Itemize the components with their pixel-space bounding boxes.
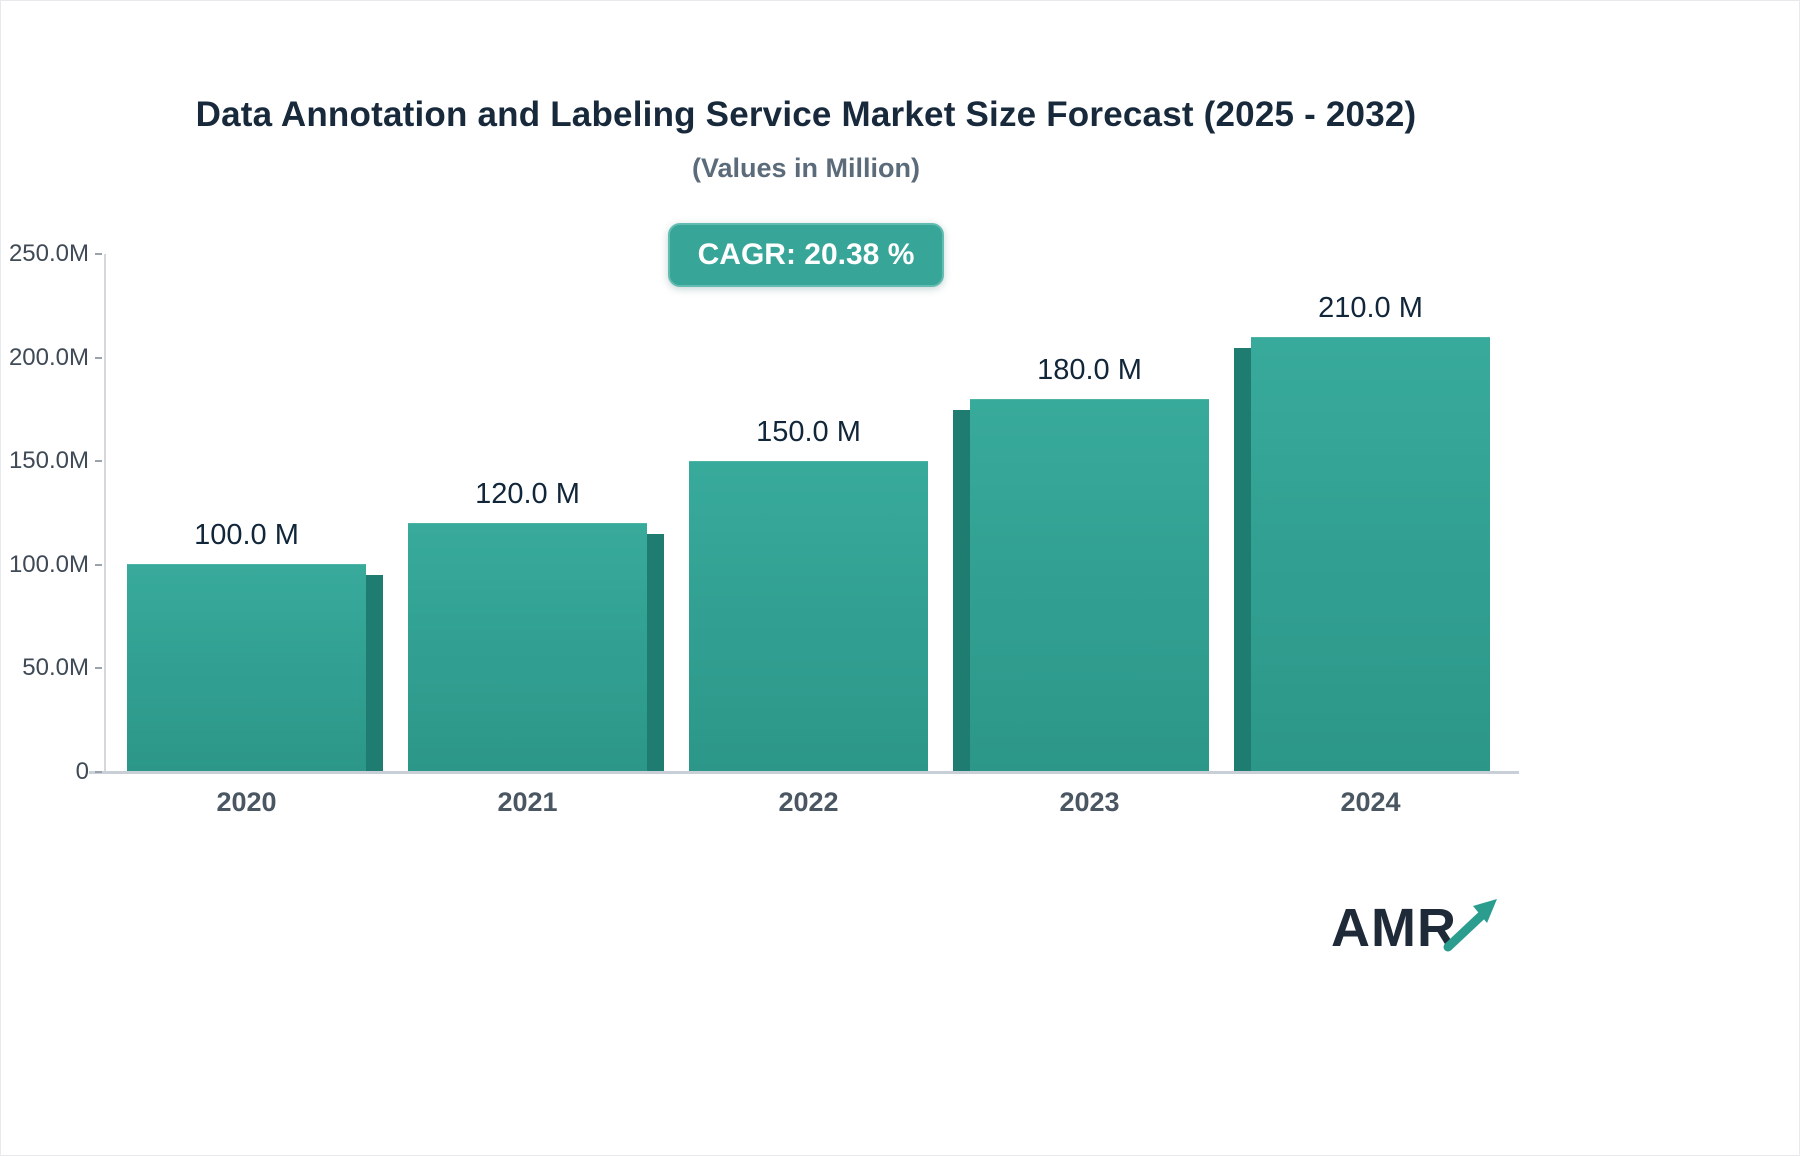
bar-side-shadow xyxy=(953,409,971,771)
x-axis-line xyxy=(89,771,1519,774)
chart-subtitle: (Values in Million) xyxy=(691,153,921,183)
growth-arrow-icon xyxy=(1443,899,1497,952)
bar-slot: 100.0 M xyxy=(106,254,387,771)
bar: 180.0 M xyxy=(953,354,1209,771)
y-tick-label: 0 xyxy=(75,758,89,785)
y-tick-mark xyxy=(95,667,102,670)
y-tick-label: 150.0M xyxy=(8,447,89,475)
bar: 150.0 M xyxy=(689,416,928,771)
amr-logo: AMR xyxy=(1331,897,1503,959)
y-tick-mark xyxy=(95,253,102,255)
y-tick-label: 200.0M xyxy=(8,343,89,371)
amr-logo-text: AMR xyxy=(1331,898,1457,958)
bar-value-label: 210.0 M xyxy=(1318,291,1423,324)
bar-value-label: 100.0 M xyxy=(194,519,299,552)
x-tick-label: 2021 xyxy=(497,787,558,817)
y-tick-label: 250.0M xyxy=(8,240,89,267)
chart-title: Data Annotation and Labeling Service Mar… xyxy=(195,95,1417,134)
bar-slot: 180.0 M xyxy=(949,254,1230,771)
bar-slot: 210.0 M xyxy=(1230,254,1511,771)
x-tick-label: 2022 xyxy=(778,787,839,817)
bars: 100.0 M 120.0 M 150.0 M 180.0 M 210.0 M xyxy=(106,254,1511,771)
bar-value-label: 120.0 M xyxy=(475,477,580,510)
bar-slot: 150.0 M xyxy=(668,254,949,771)
x-tick-label: 2024 xyxy=(1340,787,1401,817)
bar: 210.0 M xyxy=(1234,292,1490,771)
y-tick-mark xyxy=(95,460,102,463)
bar-side-shadow xyxy=(1234,347,1252,771)
y-axis-ticks: 0 50.0M 100.0M 150.0M 200.0M 250.0M xyxy=(1,240,102,785)
y-tick-label: 50.0M xyxy=(22,654,89,682)
cagr-badge: CAGR: 20.38 % xyxy=(667,223,945,287)
bar-value-label: 150.0 M xyxy=(756,415,861,448)
plot-area: 100.0 M 120.0 M 150.0 M 180.0 M 210.0 M xyxy=(106,254,1511,771)
y-tick-label: 100.0M xyxy=(8,550,89,578)
bar-value-label: 180.0 M xyxy=(1037,353,1142,386)
x-axis-labels: 2020 2021 2022 2023 2024 xyxy=(106,787,1511,818)
y-axis-line xyxy=(104,254,106,772)
bar-slot: 120.0 M xyxy=(387,254,668,771)
bar-side-shadow xyxy=(365,575,383,771)
bar-side-shadow xyxy=(646,533,664,771)
bar: 120.0 M xyxy=(408,478,664,771)
y-tick-mark xyxy=(95,356,102,359)
bar: 100.0 M xyxy=(127,519,383,771)
x-tick-label: 2020 xyxy=(216,787,277,817)
y-tick-mark xyxy=(95,563,102,566)
x-tick-label: 2023 xyxy=(1059,787,1120,817)
y-tick-mark xyxy=(95,771,102,773)
